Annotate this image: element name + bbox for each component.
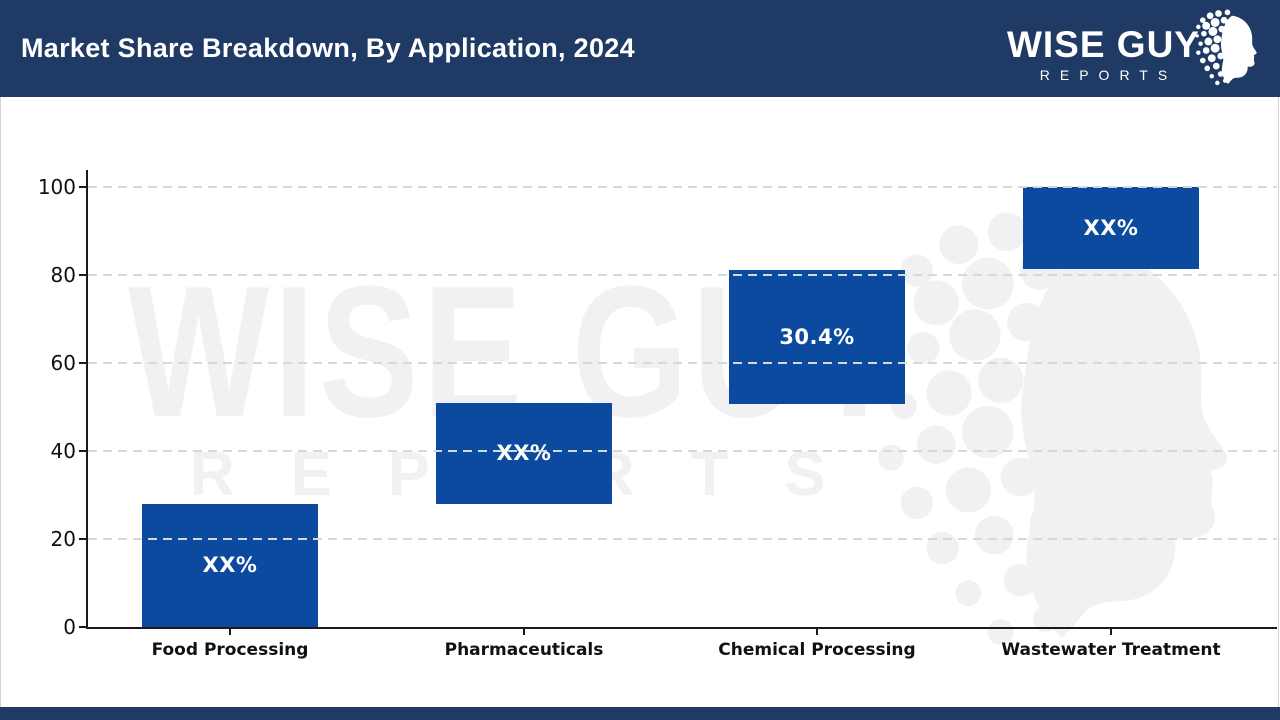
y-tick [79, 450, 86, 452]
y-tick-label: 20 [14, 528, 76, 550]
x-axis-line [87, 627, 1277, 629]
bar-wastewater-treatment-text: XX% [1083, 216, 1139, 241]
bar-wastewater-treatment: XX% [1023, 187, 1199, 270]
x-tick [1110, 629, 1112, 635]
logo-dot-head-icon [1195, 9, 1257, 86]
right-border [1278, 97, 1279, 707]
gridline-80 [88, 274, 1277, 276]
x-label-food-processing-text: Food Processing [151, 640, 309, 660]
y-tick-label-text: 0 [63, 615, 76, 639]
y-tick-label-text: 60 [50, 351, 76, 375]
logo-wordmark: WISE GUY [1006, 23, 1200, 65]
bar-food-processing-text: XX% [202, 553, 258, 578]
y-tick [79, 362, 86, 364]
gridline-20 [88, 538, 1277, 540]
gridline-40 [88, 450, 1277, 452]
bar-food-processing: XX% [142, 503, 318, 627]
y-tick-label: 0 [14, 616, 76, 638]
y-tick [79, 626, 86, 628]
x-label-food-processing: Food Processing [115, 640, 345, 661]
x-tick [229, 629, 231, 635]
y-tick [79, 538, 86, 540]
y-tick-label: 40 [14, 440, 76, 462]
header-bar: Market Share Breakdown, By Application, … [0, 0, 1280, 97]
x-tick [816, 629, 818, 635]
x-label-wastewater-treatment: Wastewater Treatment [996, 640, 1226, 661]
bar-chemical-processing-text: 30.4% [779, 325, 855, 350]
x-label-wastewater-treatment-text: Wastewater Treatment [1001, 640, 1221, 660]
chart-title: Market Share Breakdown, By Application, … [21, 33, 635, 63]
y-tick-label-text: 80 [50, 263, 76, 287]
x-label-pharmaceuticals: Pharmaceuticals [409, 640, 639, 661]
x-tick [523, 629, 525, 635]
logo-subtitle: REPORTS [1039, 66, 1178, 83]
footer-bar [0, 707, 1280, 720]
bar-pharmaceuticals: XX% [436, 403, 612, 504]
y-tick-label-text: 20 [50, 527, 76, 551]
y-tick-label: 60 [14, 352, 76, 374]
x-label-pharmaceuticals-text: Pharmaceuticals [444, 640, 604, 660]
wise-guy-logo: WISE GUY REPORTS [1007, 8, 1266, 94]
x-label-chemical-processing-text: Chemical Processing [718, 640, 916, 660]
y-tick [79, 186, 86, 188]
x-label-chemical-processing: Chemical Processing [702, 640, 932, 661]
y-axis-line [86, 170, 88, 629]
bar-chemical-processing: 30.4% [729, 270, 905, 404]
gridline-100 [88, 186, 1277, 188]
watermark-dot-head-icon [874, 209, 1228, 645]
y-tick-label: 100 [14, 176, 76, 198]
bar-pharmaceuticals-text: XX% [496, 441, 552, 466]
logo-text: WISE GUY REPORTS [1007, 26, 1200, 83]
y-tick-label-text: 40 [50, 439, 76, 463]
y-tick-label-text: 100 [37, 175, 76, 199]
y-tick-label: 80 [14, 264, 76, 286]
left-border [0, 97, 1, 707]
y-tick [79, 274, 86, 276]
gridline-60 [88, 362, 1277, 364]
